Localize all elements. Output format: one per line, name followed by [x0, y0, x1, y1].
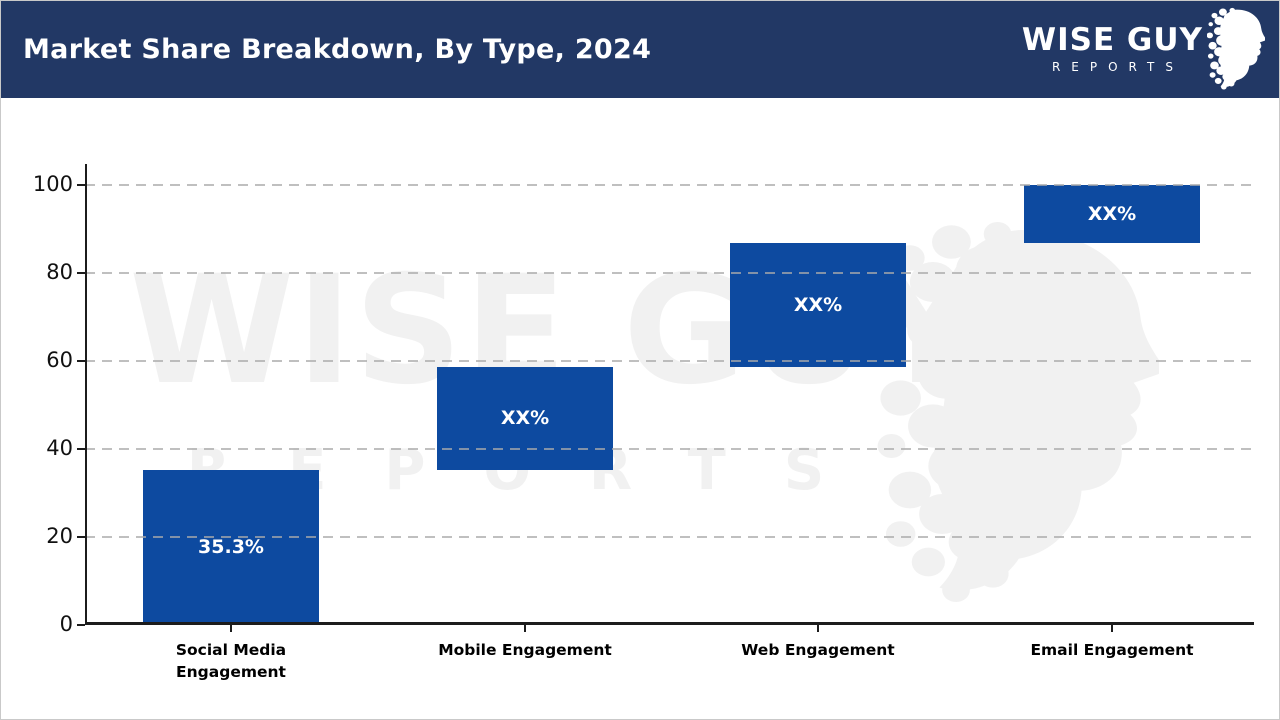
y-axis-tick-label: 100 — [32, 172, 73, 196]
logo-subtitle: REPORTS — [1051, 60, 1184, 74]
y-axis-tick — [77, 272, 85, 274]
gridline-40 — [85, 448, 1254, 450]
x-axis-line — [85, 622, 1254, 625]
y-axis-tick — [77, 536, 85, 538]
wiseguy-logo: WISE GUY REPORTS — [1022, 7, 1265, 93]
page-title: Market Share Breakdown, By Type, 2024 — [23, 34, 652, 65]
bar-value-label: XX% — [500, 407, 550, 430]
y-axis-tick — [77, 448, 85, 450]
x-axis-category-label: Social Media Engagement — [175, 641, 287, 682]
bar-segment: 35.3% — [143, 469, 319, 625]
y-axis-tick-label: 80 — [46, 260, 73, 284]
y-axis-tick — [77, 184, 85, 186]
bar-value-label: XX% — [793, 293, 843, 316]
logo-head-icon — [1207, 7, 1265, 90]
x-axis-category-label: Mobile Engagement — [438, 641, 612, 659]
logo-text: WISE GUY REPORTS — [1021, 22, 1203, 75]
chart-area: WISE GUY REPORTS 0 20 40 60 80 100 35.3% Social… — [1, 98, 1279, 719]
x-axis-tick — [817, 625, 819, 632]
gridline-100 — [85, 184, 1254, 186]
y-axis-line — [85, 164, 87, 625]
y-axis-tick — [77, 624, 85, 626]
bar-value-label: XX% — [1087, 202, 1137, 225]
gridline-60 — [85, 360, 1254, 362]
watermark-head-icon — [873, 222, 1159, 602]
x-axis-tick — [524, 625, 526, 632]
x-axis-tick — [230, 625, 232, 632]
bar-segment: XX% — [730, 242, 906, 367]
x-axis-category-label: Web Engagement — [741, 641, 895, 659]
x-axis-category-label: Email Engagement — [1030, 641, 1194, 659]
y-axis-tick-label: 20 — [46, 524, 73, 548]
y-axis-tick-label: 60 — [46, 348, 73, 372]
y-axis-tick — [77, 360, 85, 362]
y-axis-tick-label: 0 — [59, 612, 73, 636]
bar-segment: XX% — [1024, 185, 1200, 243]
x-axis-tick — [1111, 625, 1113, 632]
logo-wordmark: WISE GUY — [1021, 22, 1203, 58]
gridline-80 — [85, 272, 1254, 274]
y-axis-tick-label: 40 — [46, 436, 73, 460]
header: Market Share Breakdown, By Type, 2024 WI… — [1, 1, 1279, 98]
gridline-20 — [85, 536, 1254, 538]
bar-segment: XX% — [437, 366, 613, 470]
bar-value-label: 35.3% — [198, 536, 264, 559]
